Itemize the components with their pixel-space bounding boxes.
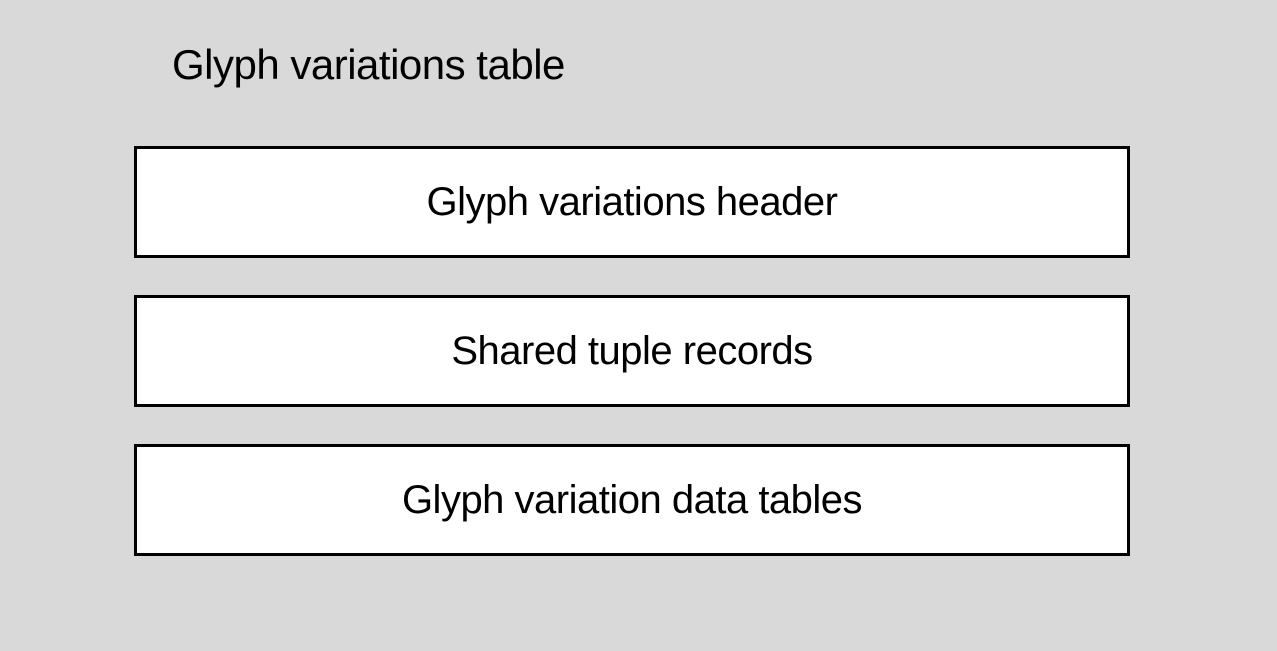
- box-label: Glyph variations header: [426, 179, 838, 224]
- diagram-title: Glyph variations table: [172, 41, 565, 88]
- box-glyph-variations-header: Glyph variations header: [134, 146, 1130, 258]
- box-glyph-variation-data-tables: Glyph variation data tables: [134, 444, 1130, 556]
- box-shared-tuple-records: Shared tuple records: [134, 295, 1130, 407]
- box-label: Shared tuple records: [451, 328, 813, 373]
- box-label: Glyph variation data tables: [401, 477, 863, 522]
